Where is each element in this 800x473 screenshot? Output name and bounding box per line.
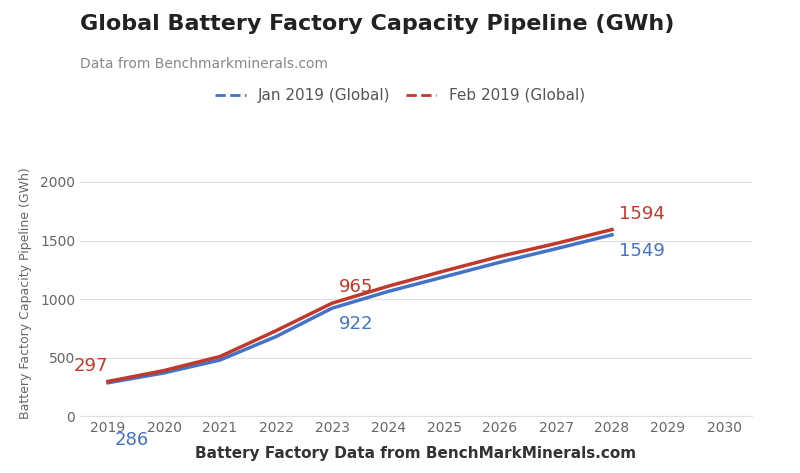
- Text: 286: 286: [115, 431, 149, 449]
- Feb 2019 (Global): [551, 241, 561, 246]
- Jan 2019 (Global): [271, 334, 281, 340]
- Feb 2019 (Global): [103, 378, 113, 384]
- Text: 965: 965: [339, 278, 374, 296]
- Legend: Jan 2019 (Global), Feb 2019 (Global): Jan 2019 (Global), Feb 2019 (Global): [210, 83, 590, 107]
- Feb 2019 (Global): [383, 283, 393, 289]
- Feb 2019 (Global): [607, 227, 617, 232]
- Line: Jan 2019 (Global): Jan 2019 (Global): [108, 235, 612, 383]
- Text: 922: 922: [339, 315, 374, 333]
- Jan 2019 (Global): [607, 232, 617, 237]
- Text: 297: 297: [74, 357, 108, 375]
- X-axis label: Battery Factory Data from BenchMarkMinerals.com: Battery Factory Data from BenchMarkMiner…: [195, 446, 637, 461]
- Jan 2019 (Global): [495, 259, 505, 265]
- Jan 2019 (Global): [327, 306, 337, 311]
- Jan 2019 (Global): [103, 380, 113, 385]
- Jan 2019 (Global): [383, 289, 393, 294]
- Feb 2019 (Global): [439, 268, 449, 274]
- Feb 2019 (Global): [215, 354, 225, 359]
- Feb 2019 (Global): [327, 300, 337, 306]
- Jan 2019 (Global): [551, 246, 561, 252]
- Y-axis label: Battery Factory Capacity Pipeline (GWh): Battery Factory Capacity Pipeline (GWh): [18, 167, 32, 419]
- Text: Global Battery Factory Capacity Pipeline (GWh): Global Battery Factory Capacity Pipeline…: [80, 14, 674, 34]
- Jan 2019 (Global): [215, 357, 225, 363]
- Feb 2019 (Global): [495, 254, 505, 259]
- Text: Data from Benchmarkminerals.com: Data from Benchmarkminerals.com: [80, 57, 328, 71]
- Feb 2019 (Global): [159, 368, 169, 373]
- Line: Feb 2019 (Global): Feb 2019 (Global): [108, 229, 612, 381]
- Jan 2019 (Global): [439, 274, 449, 280]
- Text: 1594: 1594: [619, 205, 665, 223]
- Text: 1549: 1549: [619, 242, 665, 260]
- Feb 2019 (Global): [271, 328, 281, 333]
- Jan 2019 (Global): [159, 370, 169, 376]
